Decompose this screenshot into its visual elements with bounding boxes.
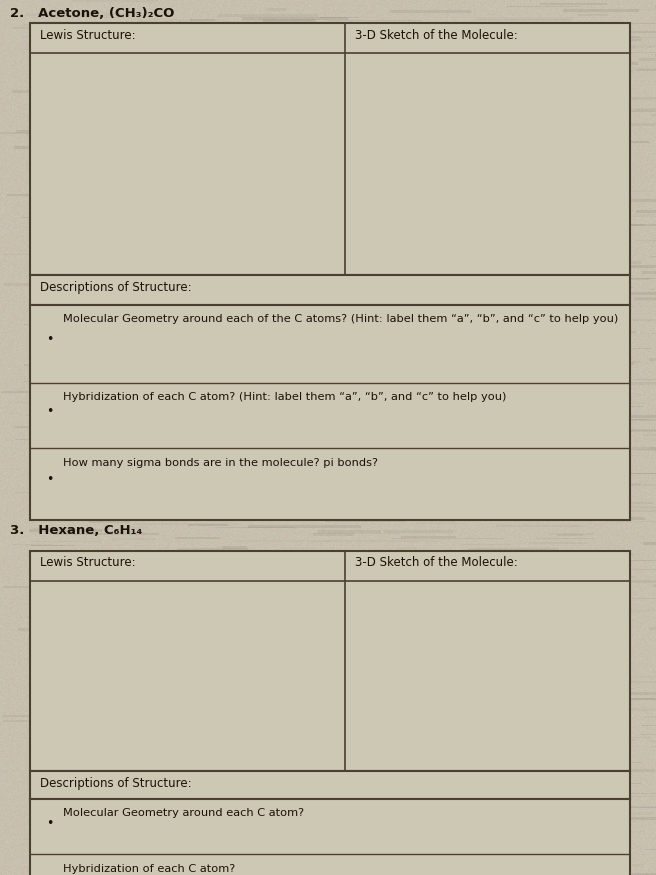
Text: Lewis Structure:: Lewis Structure: <box>40 556 136 570</box>
Text: Descriptions of Structure:: Descriptions of Structure: <box>40 281 192 294</box>
Text: Hybridization of each C atom?: Hybridization of each C atom? <box>63 864 236 873</box>
Text: 2.   Acetone, (CH₃)₂CO: 2. Acetone, (CH₃)₂CO <box>10 7 174 20</box>
Text: Descriptions of Structure:: Descriptions of Structure: <box>40 776 192 789</box>
Text: Hybridization of each C atom? (Hint: label them “a”, “b”, and “c” to help you): Hybridization of each C atom? (Hint: lab… <box>63 393 506 402</box>
Text: Molecular Geometry around each C atom?: Molecular Geometry around each C atom? <box>63 808 304 818</box>
Bar <box>30 23 630 275</box>
Bar <box>30 550 630 771</box>
Text: 3-D Sketch of the Molecule:: 3-D Sketch of the Molecule: <box>355 556 518 570</box>
Text: Lewis Structure:: Lewis Structure: <box>40 29 136 42</box>
Text: How many sigma bonds are in the molecule? pi bonds?: How many sigma bonds are in the molecule… <box>63 458 378 467</box>
Text: •: • <box>47 872 54 875</box>
Bar <box>30 275 630 304</box>
Text: Molecular Geometry around each of the C atoms? (Hint: label them “a”, “b”, and “: Molecular Geometry around each of the C … <box>63 314 618 325</box>
Text: 3-D Sketch of the Molecule:: 3-D Sketch of the Molecule: <box>355 29 518 42</box>
Text: •: • <box>47 473 54 487</box>
Text: 3.   Hexane, C₆H₁₄: 3. Hexane, C₆H₁₄ <box>10 524 142 537</box>
Text: •: • <box>47 816 54 829</box>
Text: •: • <box>47 333 54 346</box>
Text: •: • <box>47 405 54 418</box>
Bar <box>30 799 630 875</box>
Bar <box>30 771 630 799</box>
Bar <box>30 304 630 520</box>
